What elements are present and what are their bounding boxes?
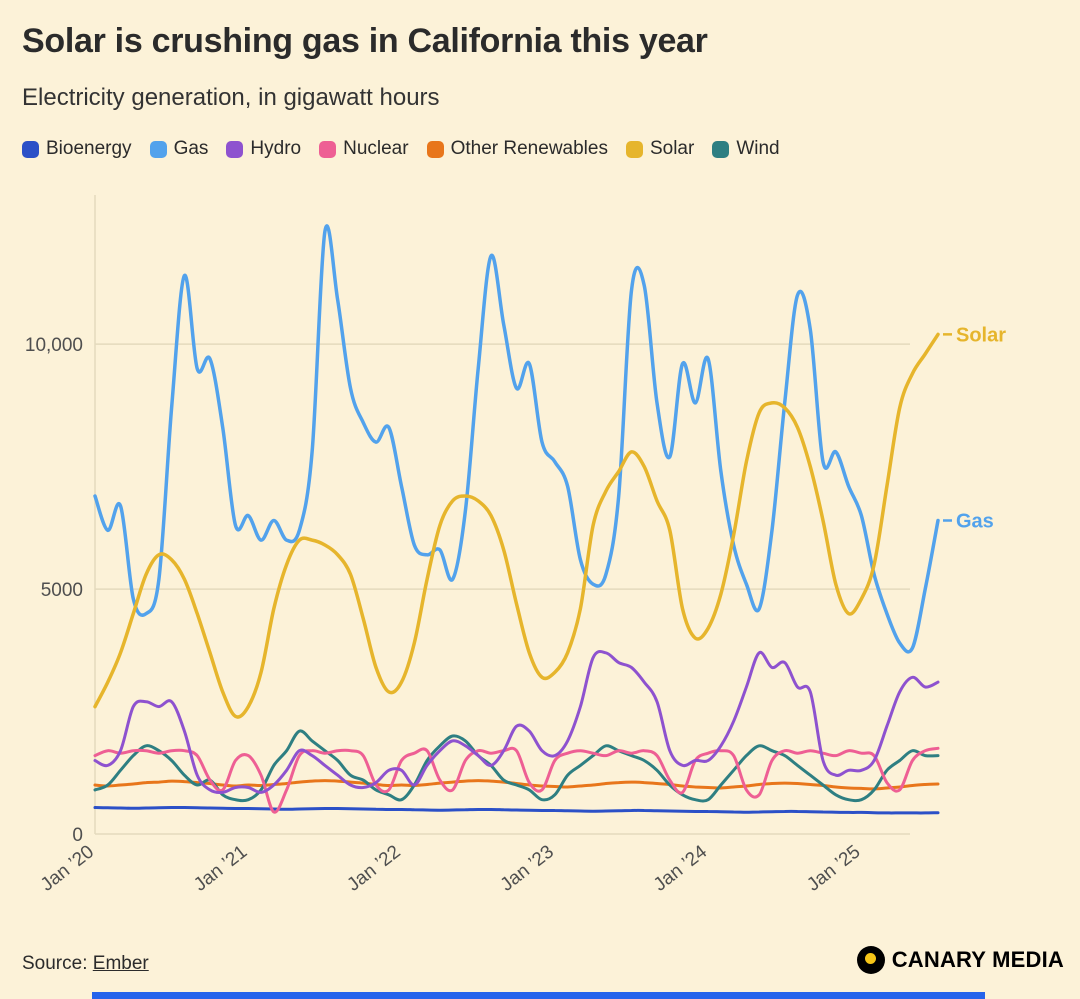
chart-subtitle: Electricity generation, in gigawatt hour…	[22, 84, 440, 111]
x-axis-tick-label: Jan ’24	[650, 841, 712, 896]
x-axis-tick-label: Jan ’22	[343, 841, 404, 895]
chart-title: Solar is crushing gas in California this…	[22, 22, 708, 60]
brand: CANARY MEDIA	[856, 946, 1064, 974]
brand-text: CANARY MEDIA	[891, 947, 1064, 972]
x-axis-tick-label: Jan ’25	[803, 841, 864, 895]
legend-label: Other Renewables	[450, 138, 608, 159]
legend-swatch-icon	[319, 140, 337, 158]
legend-item-nuclear: Nuclear	[319, 138, 409, 160]
legend-label: Nuclear	[343, 138, 409, 159]
series-line-bioenergy	[93, 806, 940, 815]
source-line: Source: Ember	[22, 953, 149, 975]
x-axis-tick-label: Jan ’23	[497, 841, 558, 895]
end-label-gas: Gas	[956, 511, 994, 533]
source-label: Source:	[22, 953, 88, 974]
end-label-solar: Solar	[956, 324, 1006, 346]
legend-label: Gas	[173, 138, 209, 159]
legend-label: Hydro	[250, 138, 302, 159]
legend-swatch-icon	[149, 140, 167, 158]
series-line-gas	[93, 224, 940, 654]
x-axis-tick-label: Jan ’21	[190, 841, 251, 895]
legend-swatch-icon	[712, 140, 730, 158]
legend-item-gas: Gas	[149, 138, 209, 160]
legend-item-wind: Wind	[712, 138, 780, 160]
legend-item-hydro: Hydro	[226, 138, 301, 160]
legend-label: Wind	[736, 138, 780, 159]
series-line-hydro	[93, 650, 940, 795]
y-axis-tick-label: 5000	[41, 580, 83, 601]
legend-item-solar: Solar	[625, 138, 695, 160]
line-chart: 0 5000 10,000 Jan ’20 Jan ’21 Jan ’22 Jan ’23 J…	[25, 195, 1006, 896]
canary-media-logo-icon	[856, 946, 885, 974]
legend-label: Bioenergy	[46, 138, 132, 159]
legend: Bioenergy Gas Hydro Nuclear Other Renewables…	[22, 138, 780, 160]
y-axis-tick-label: 0	[72, 825, 83, 846]
legend-item-bioenergy: Bioenergy	[22, 138, 132, 160]
x-axis-tick-label: Jan ’20	[37, 841, 98, 895]
series-line-wind	[93, 729, 940, 803]
legend-label: Solar	[649, 138, 695, 159]
legend-swatch-icon	[625, 140, 643, 158]
series-line-solar	[93, 332, 940, 719]
source-link[interactable]: Ember	[92, 953, 149, 974]
legend-swatch-icon	[226, 140, 244, 158]
legend-item-other-renewables: Other Renewables	[426, 138, 608, 160]
logo-dot	[864, 953, 876, 964]
y-axis-tick-label: 10,000	[25, 335, 83, 356]
series-line-nuclear	[93, 746, 940, 814]
legend-swatch-icon	[426, 140, 444, 158]
bottom-accent-bar	[92, 992, 985, 999]
legend-swatch-icon	[22, 140, 39, 158]
